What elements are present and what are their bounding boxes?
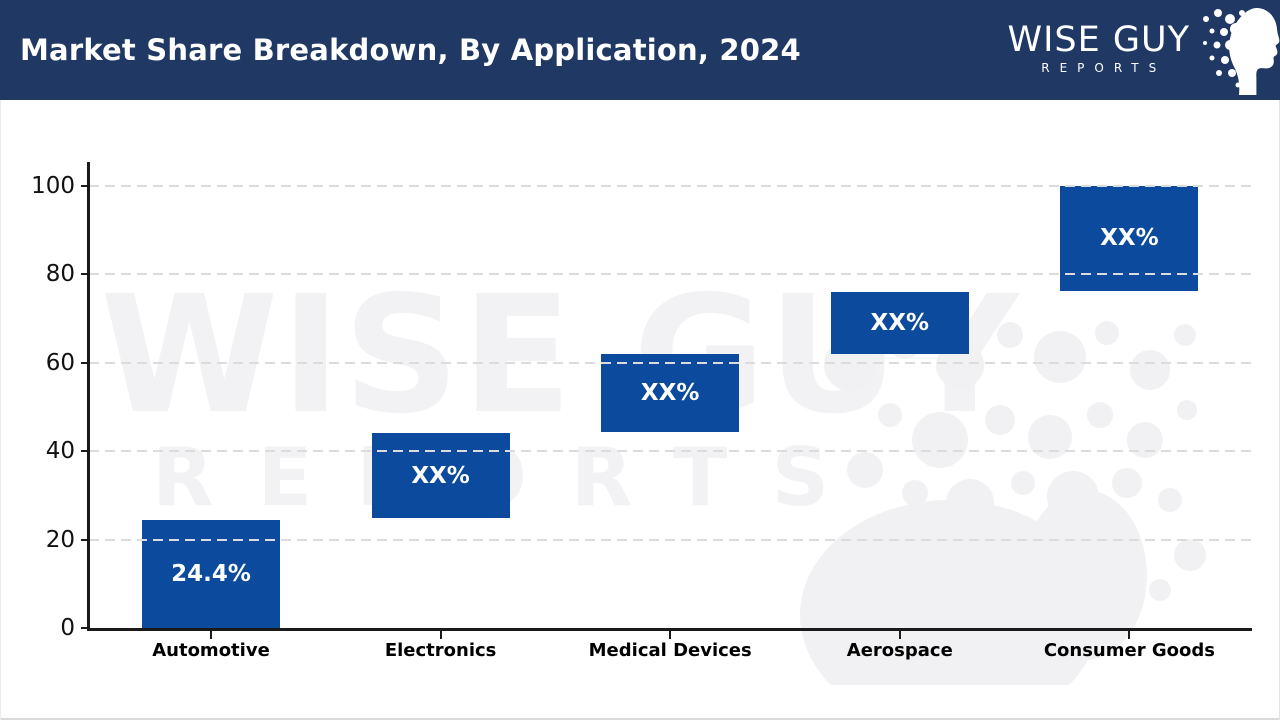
page-left-border <box>0 100 1 720</box>
logo-text: WISE GUY REPORTS <box>1007 22 1190 75</box>
y-axis-tick-label: 40 <box>45 438 75 465</box>
chart-bar-medical-devices: XX% <box>601 354 740 433</box>
y-gridline <box>89 184 1252 187</box>
chart-bar-aerospace: XX% <box>830 292 969 354</box>
y-axis-tick-label: 0 <box>60 615 75 641</box>
y-axis-tick-label: 60 <box>45 349 75 376</box>
logo-face-icon <box>1203 7 1280 95</box>
chart-title: Market Share Breakdown, By Application, … <box>20 33 801 67</box>
y-gridline <box>89 450 1252 453</box>
x-axis-tick <box>439 631 442 639</box>
chart-bar-consumer-goods: XX% <box>1060 185 1199 291</box>
chart-bar-automotive: 24.4% <box>142 520 280 628</box>
page-bottom-border <box>0 718 1280 720</box>
y-axis-tick-label: 20 <box>45 526 75 553</box>
x-axis-line <box>87 628 1252 631</box>
x-axis-category-label: Automotive <box>152 640 270 661</box>
y-axis-tick-label: 100 <box>31 172 75 199</box>
y-axis-tick <box>81 361 89 364</box>
x-axis-tick <box>669 631 672 639</box>
bar-value-label: XX% <box>640 380 700 407</box>
y-axis-tick-label: 80 <box>45 261 75 288</box>
x-axis-tick <box>210 631 212 639</box>
x-axis-category-label: Consumer Goods <box>1043 640 1215 661</box>
bar-value-label: XX% <box>870 310 930 337</box>
y-axis-tick <box>81 273 89 276</box>
watermark-face-dots-graphic <box>800 321 1206 685</box>
y-axis-tick <box>81 538 89 541</box>
bar-value-label: 24.4% <box>171 561 251 588</box>
header-bar: Market Share Breakdown, By Application, … <box>0 0 1280 100</box>
x-axis-category-label: Aerospace <box>846 640 953 661</box>
bar-value-label: XX% <box>1100 225 1159 252</box>
logo-reports-text: REPORTS <box>1041 60 1167 75</box>
y-axis-tick <box>81 184 89 187</box>
y-gridline <box>89 361 1252 364</box>
chart-bar-electronics: XX% <box>371 432 510 519</box>
y-axis-tick <box>81 450 89 453</box>
x-axis-category-label: Electronics <box>384 640 497 661</box>
logo-wiseguy-text: WISE GUY <box>1007 20 1190 60</box>
bar-value-label: XX% <box>411 462 470 489</box>
y-axis-tick <box>81 627 89 629</box>
wise-guy-reports-logo: WISE GUY REPORTS <box>1007 0 1280 100</box>
x-axis-tick <box>898 631 901 639</box>
x-axis-tick <box>1128 631 1131 639</box>
x-axis-category-label: Medical Devices <box>588 640 752 661</box>
y-axis-line <box>87 162 90 631</box>
y-gridline <box>89 273 1252 276</box>
y-gridline <box>89 538 1252 541</box>
